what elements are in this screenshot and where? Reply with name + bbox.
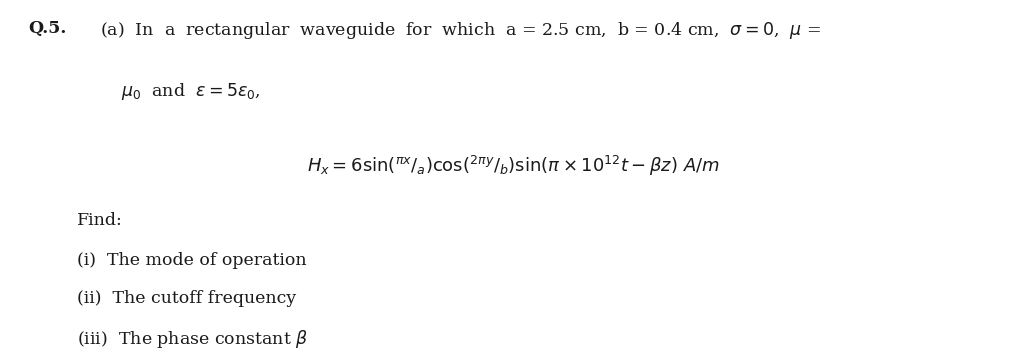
Text: Q.5.: Q.5. xyxy=(29,20,67,37)
Text: (i)  The mode of operation: (i) The mode of operation xyxy=(77,252,306,269)
Text: (iii)  The phase constant $\beta$: (iii) The phase constant $\beta$ xyxy=(77,328,308,350)
Text: (a)  In  a  rectangular  waveguide  for  which  a = 2.5 cm,  b = 0.4 cm,  $\sigm: (a) In a rectangular waveguide for which… xyxy=(100,20,821,41)
Text: (ii)  The cutoff frequency: (ii) The cutoff frequency xyxy=(77,290,296,307)
Text: Find:: Find: xyxy=(77,212,123,229)
Text: $H_x = 6\sin(^{\pi x}/_{a})\cos(^{2\pi y}/_{b})\sin(\pi \times 10^{12}t - \beta : $H_x = 6\sin(^{\pi x}/_{a})\cos(^{2\pi y… xyxy=(307,154,720,178)
Text: $\mu_0$  and  $\varepsilon = 5\varepsilon_0$,: $\mu_0$ and $\varepsilon = 5\varepsilon_… xyxy=(121,81,260,102)
